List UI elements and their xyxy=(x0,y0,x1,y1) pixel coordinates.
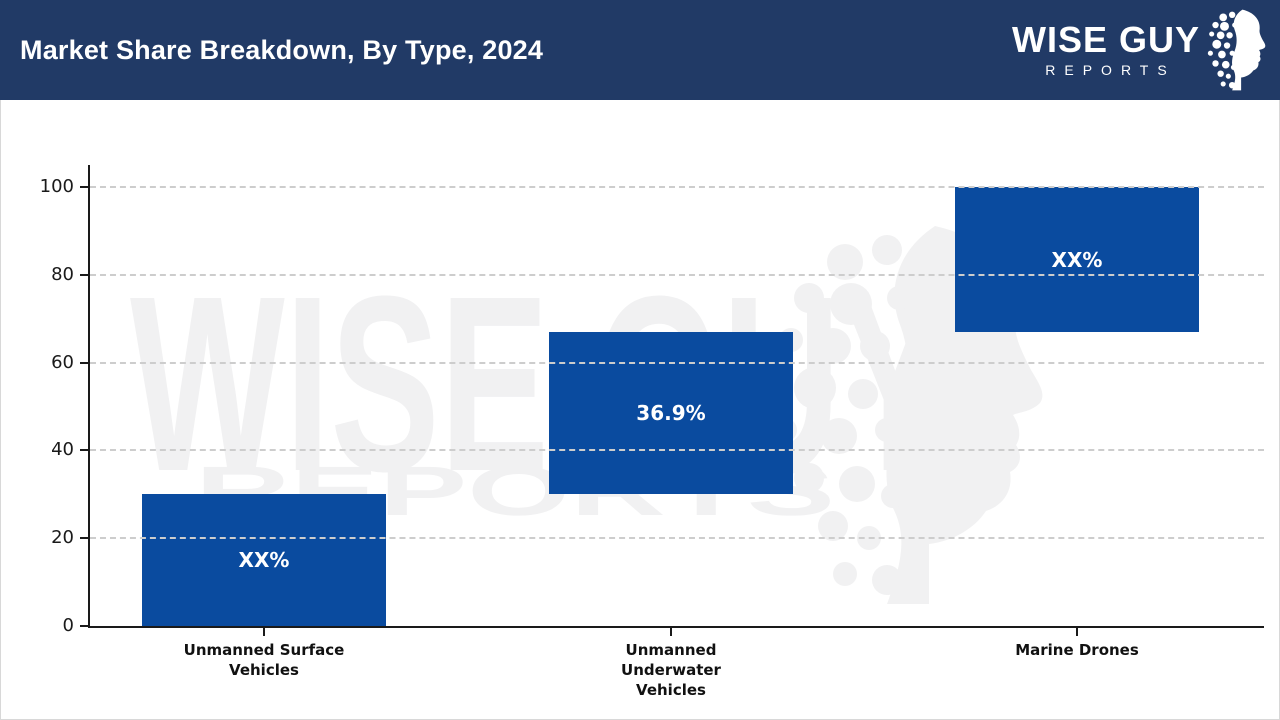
y-tick xyxy=(80,625,88,627)
gridline xyxy=(90,361,1264,364)
y-tick-label: 80 xyxy=(51,263,74,285)
wise-guy-logo: WISE GUY REPORTS xyxy=(1012,8,1268,92)
y-tick xyxy=(80,186,88,188)
category-label: Marine Drones xyxy=(1015,641,1139,659)
x-tick xyxy=(1076,628,1078,636)
chart-title: Market Share Breakdown, By Type, 2024 xyxy=(20,34,544,65)
y-tick xyxy=(80,537,88,540)
logo-face-icon xyxy=(1207,9,1266,91)
category-label: Unmanned Surface Vehicles xyxy=(183,641,345,679)
bar xyxy=(142,494,386,626)
y-tick-label: 0 xyxy=(62,615,74,636)
y-axis-line xyxy=(88,165,90,628)
category-label: Unmanned Underwater Vehicles xyxy=(621,641,721,699)
gridline xyxy=(90,537,1264,540)
bar-value-label: 36.9% xyxy=(636,401,706,426)
x-axis-line xyxy=(88,626,1264,628)
y-tick xyxy=(80,273,88,276)
x-tick xyxy=(670,628,672,636)
gridline xyxy=(90,273,1264,276)
bar-value-label: XX% xyxy=(238,548,290,573)
y-tick xyxy=(80,449,88,452)
chart-plot-area: WISE GUY REPORTS 0 20 40 60 80 100 XX% Unmanned… xyxy=(0,100,1280,720)
y-tick-label: 60 xyxy=(51,351,74,373)
gridline xyxy=(90,449,1264,452)
bar xyxy=(955,187,1199,333)
y-tick-label: 40 xyxy=(51,439,74,461)
gridline xyxy=(90,186,1264,188)
y-tick-label: 20 xyxy=(51,527,74,549)
x-tick xyxy=(263,628,265,636)
header-bar: Market Share Breakdown, By Type, 2024 WI… xyxy=(0,0,1280,100)
logo-wordmark: WISE GUY xyxy=(1011,19,1200,60)
bar-value-label: XX% xyxy=(1051,247,1103,272)
y-tick xyxy=(80,361,88,364)
y-tick-label: 100 xyxy=(39,176,74,197)
logo-text: WISE GUY REPORTS xyxy=(1012,21,1200,79)
bar xyxy=(549,332,793,495)
logo-subtitle: REPORTS xyxy=(1045,62,1176,78)
